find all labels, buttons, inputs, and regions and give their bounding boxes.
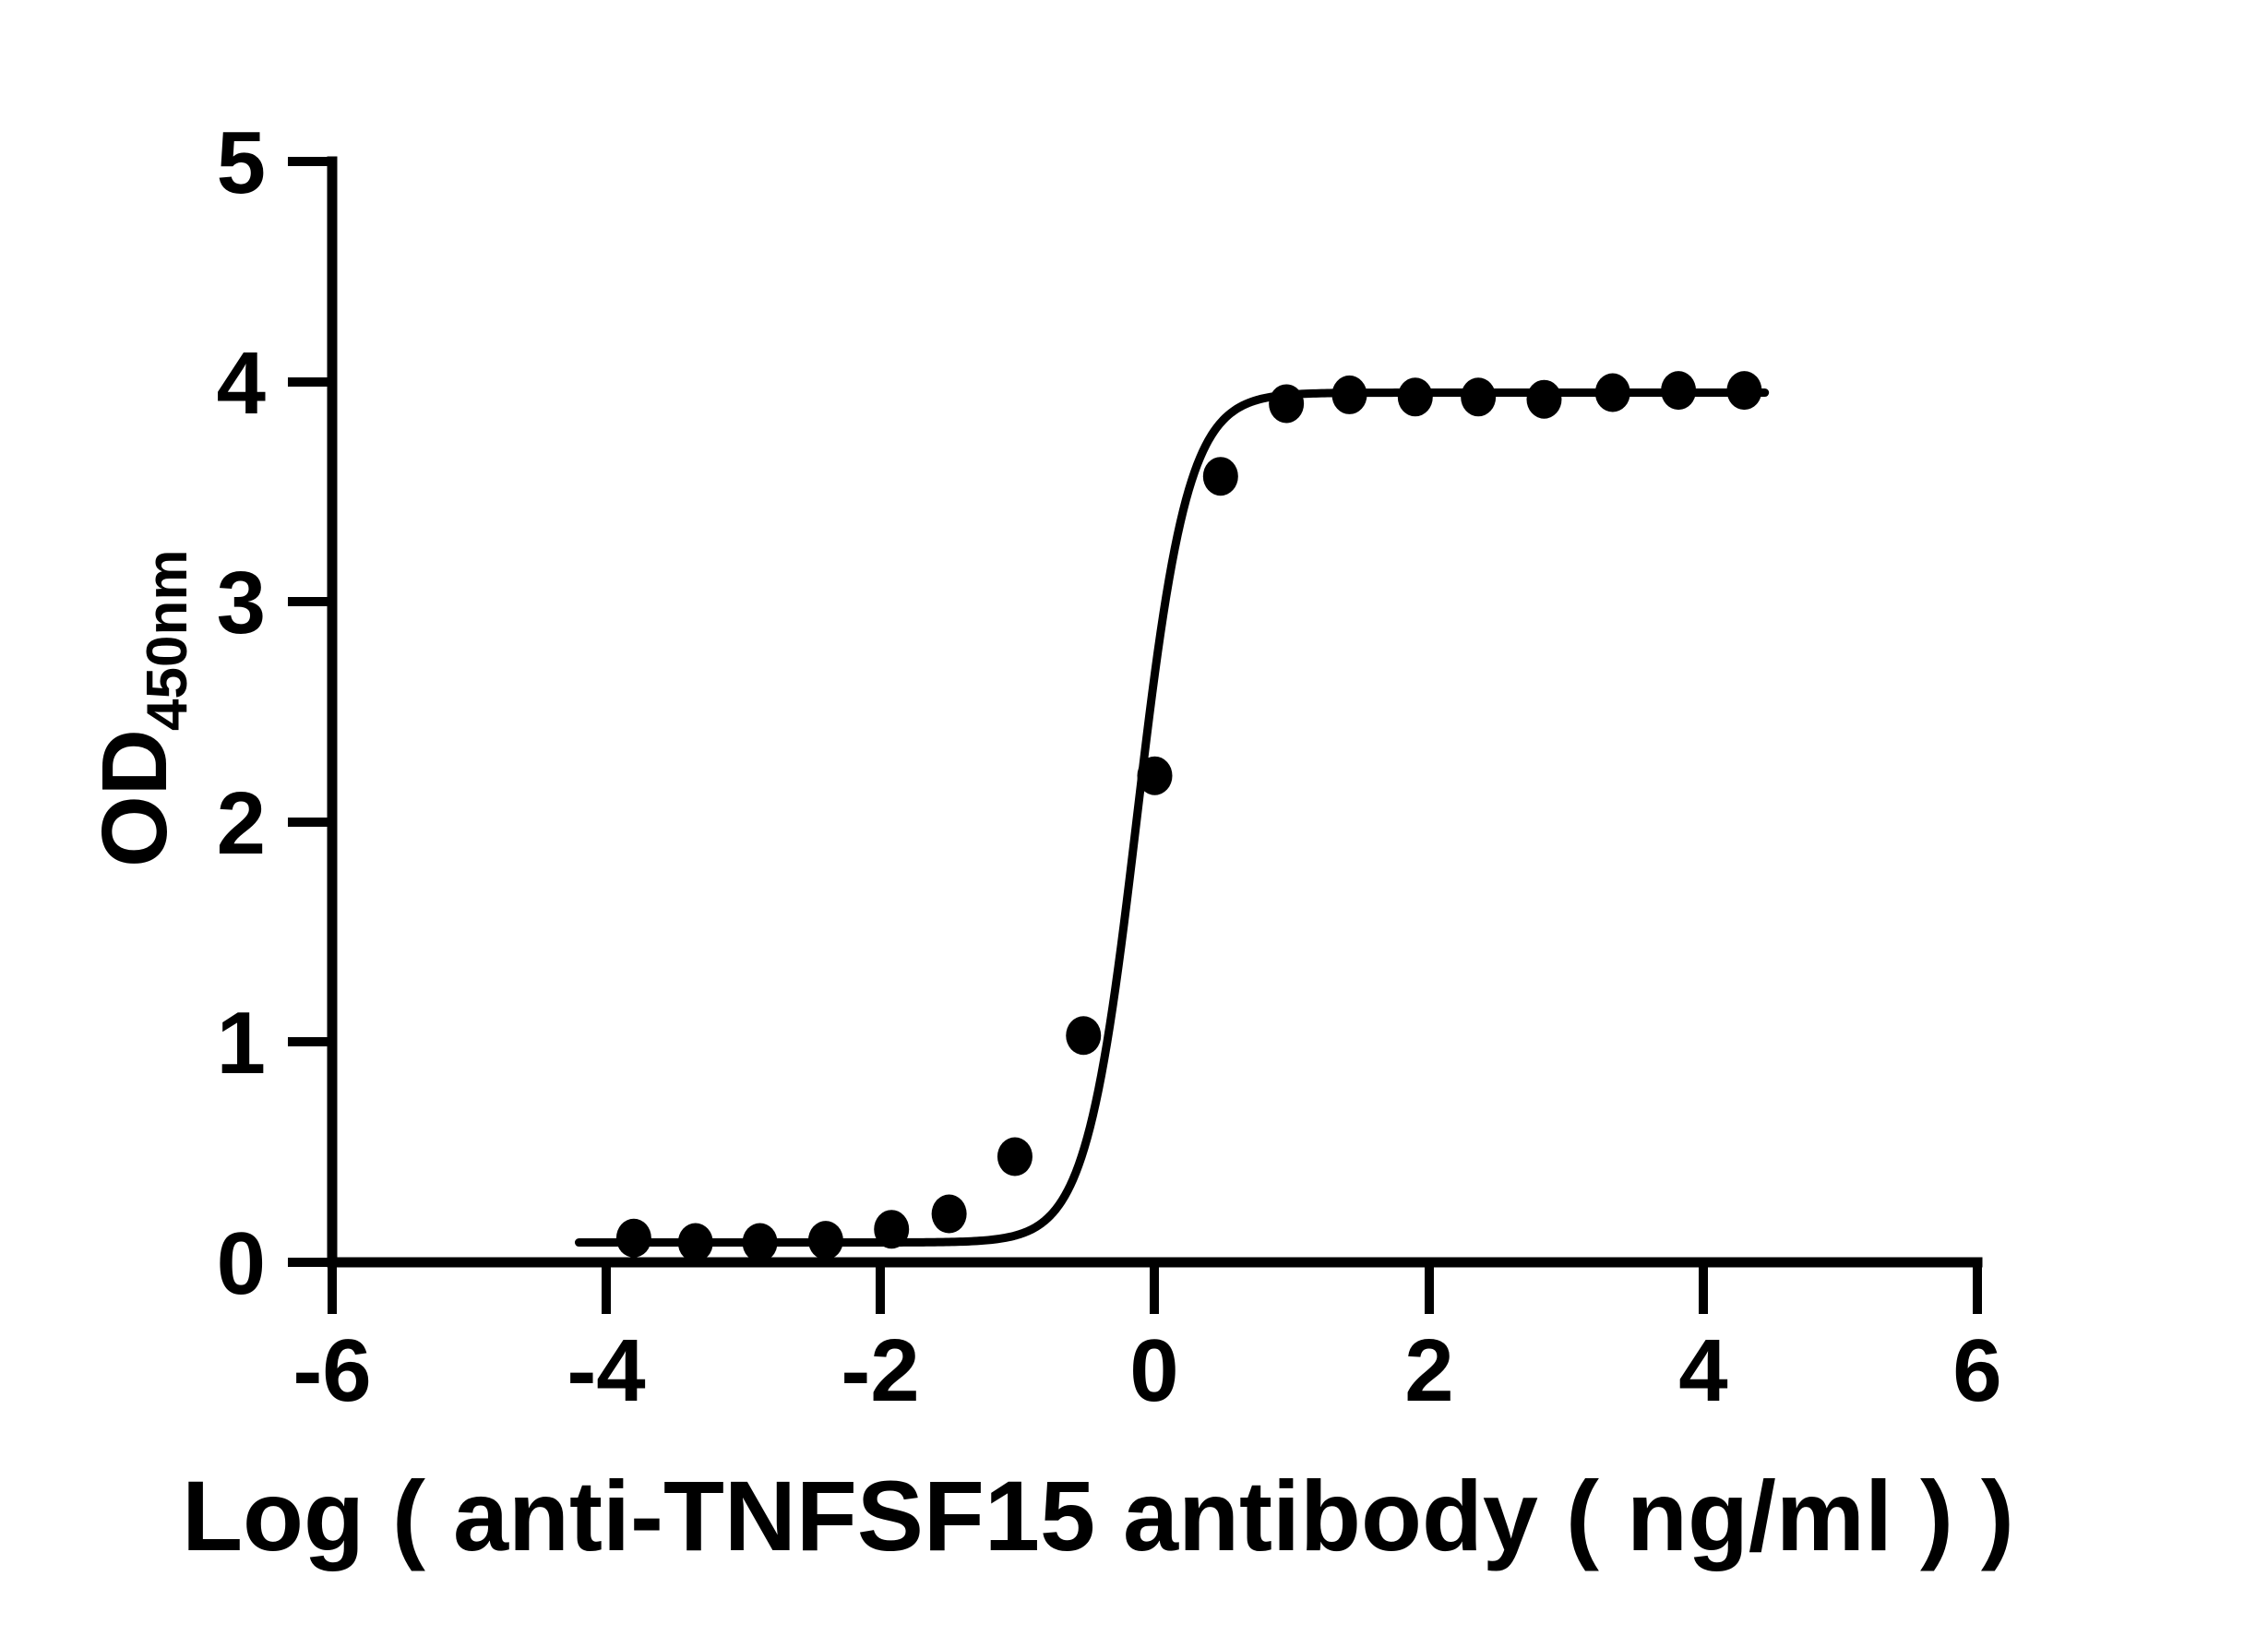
data-point — [1202, 457, 1238, 496]
y-axis-title-main: OD — [83, 729, 186, 867]
data-point — [997, 1137, 1033, 1176]
data-point — [1526, 379, 1562, 419]
y-axis-title-subscript: 450nm — [136, 550, 199, 731]
x-tick-label-2: 2 — [1404, 1321, 1453, 1420]
data-point-group — [615, 371, 1762, 1262]
x-tick-marks — [328, 1262, 1982, 1314]
x-tick-label-0: 0 — [1129, 1321, 1178, 1420]
y-tick-marks — [288, 157, 332, 1267]
data-point — [1137, 756, 1173, 795]
y-tick-label-5: 5 — [217, 113, 266, 212]
y-tick-labels: 0 1 2 3 4 5 — [217, 113, 266, 1313]
data-point — [1726, 371, 1762, 411]
fit-curve — [574, 388, 1770, 1248]
y-tick-label-2: 2 — [217, 774, 266, 873]
y-tick-label-0: 0 — [217, 1214, 266, 1313]
x-tick-label-neg6: -6 — [292, 1321, 371, 1420]
data-point — [1331, 375, 1367, 414]
data-point — [874, 1210, 910, 1249]
data-point — [1461, 377, 1497, 417]
y-axis-title: OD 450nm — [83, 550, 199, 867]
data-point — [1661, 371, 1697, 411]
data-point — [742, 1223, 778, 1262]
x-tick-label-6: 6 — [1952, 1321, 2001, 1420]
data-point — [931, 1194, 967, 1234]
data-point — [1066, 1016, 1102, 1056]
y-tick-label-3: 3 — [217, 554, 266, 652]
data-point — [1397, 377, 1433, 417]
x-tick-labels: -6 -4 -2 0 2 4 6 — [292, 1321, 2001, 1420]
x-tick-label-neg2: -2 — [841, 1321, 919, 1420]
y-tick-label-4: 4 — [217, 334, 266, 433]
data-point — [807, 1221, 843, 1260]
x-axis-title: Log ( anti-TNFSF15 antibody ( ng/ml ) ) — [182, 1460, 2014, 1571]
data-point — [677, 1223, 713, 1262]
data-point — [1269, 384, 1305, 424]
y-tick-label-1: 1 — [217, 994, 266, 1093]
x-tick-label-neg4: -4 — [567, 1321, 645, 1420]
data-point — [1594, 373, 1630, 412]
data-point — [615, 1218, 651, 1258]
x-tick-label-4: 4 — [1678, 1321, 1727, 1420]
